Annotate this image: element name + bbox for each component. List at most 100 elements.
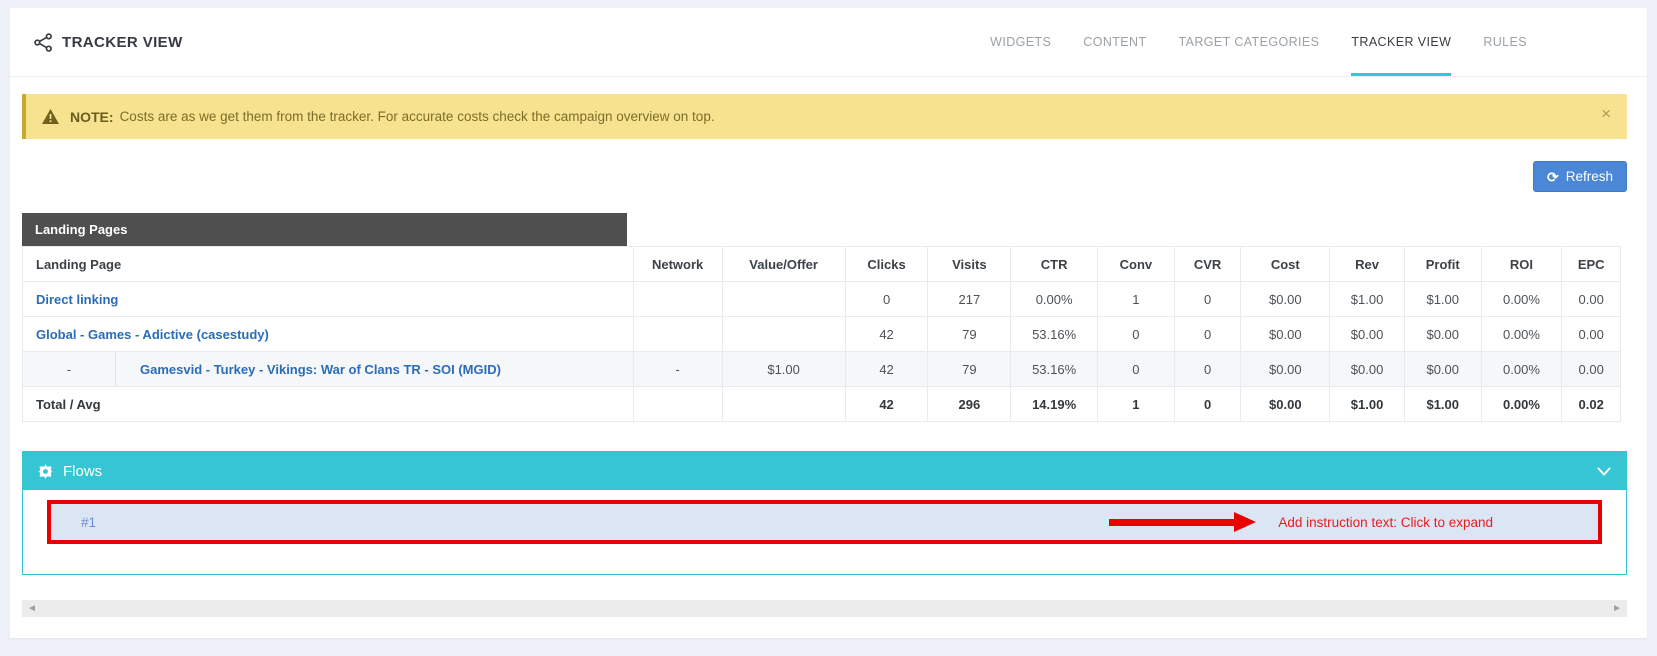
flows-panel: Flows #1 Add instruction text: Click to … xyxy=(22,451,1627,575)
warning-icon xyxy=(42,109,59,124)
annotation-text: Add instruction text: Click to expand xyxy=(1278,514,1493,530)
cell-ctr: 53.16% xyxy=(1010,351,1099,387)
col-profit: Profit xyxy=(1403,246,1482,282)
landing-pages-caption: Landing Pages xyxy=(22,213,627,246)
landing-pages-section: Landing Pages Landing Page Network Value… xyxy=(22,213,1627,422)
cell-value-offer: $1.00 xyxy=(721,351,846,387)
col-ctr: CTR xyxy=(1010,246,1099,282)
cell-network xyxy=(632,316,723,352)
table-row: Global - Games - Adictive (casestudy) 42… xyxy=(22,316,1621,352)
scroll-left-icon[interactable]: ◄ xyxy=(27,602,37,614)
cell-profit: $0.00 xyxy=(1403,351,1482,387)
cell-epc: 0.00 xyxy=(1561,351,1621,387)
cell-value-offer xyxy=(721,386,846,422)
scroll-right-icon[interactable]: ► xyxy=(1612,602,1622,614)
cell-visits: 296 xyxy=(927,386,1012,422)
cell-ctr: 14.19% xyxy=(1010,386,1099,422)
tab-tracker-view[interactable]: TRACKER VIEW xyxy=(1351,8,1452,76)
col-landing-page: Landing Page xyxy=(22,246,634,282)
note-label: NOTE: xyxy=(70,108,114,125)
col-clicks: Clicks xyxy=(844,246,929,282)
landing-page-link[interactable]: Direct linking xyxy=(36,291,119,307)
landing-page-link[interactable]: Gamesvid - Turkey - Vikings: War of Clan… xyxy=(140,361,501,377)
table-header-row: Landing Page Network Value/Offer Clicks … xyxy=(22,246,1621,282)
refresh-button[interactable]: ⟳ Refresh xyxy=(1532,161,1627,192)
total-row: Total / Avg 42 296 14.19% 1 0 $0.00 $1.0… xyxy=(22,386,1621,422)
page-title: TRACKER VIEW xyxy=(62,33,183,51)
cell-conv: 1 xyxy=(1097,386,1175,422)
annotation-arrow-icon xyxy=(1109,512,1257,532)
cell-cvr: 0 xyxy=(1173,281,1242,317)
cell-rev: $0.00 xyxy=(1329,316,1405,352)
cell-clicks: 42 xyxy=(844,351,929,387)
cell-cvr: 0 xyxy=(1173,316,1242,352)
col-cost: Cost xyxy=(1240,246,1331,282)
tab-rules[interactable]: RULES xyxy=(1483,35,1527,49)
cell-clicks: 42 xyxy=(844,386,929,422)
col-conv: Conv xyxy=(1097,246,1175,282)
cell-value-offer xyxy=(721,281,846,317)
cell-rev: $1.00 xyxy=(1329,386,1405,422)
col-visits: Visits xyxy=(927,246,1012,282)
cell-visits: 79 xyxy=(927,316,1012,352)
cell-network: - xyxy=(632,351,723,387)
tab-bar: WIDGETS CONTENT TARGET CATEGORIES TRACKE… xyxy=(990,8,1627,76)
refresh-label: Refresh xyxy=(1565,169,1613,184)
table-row: Direct linking 0 217 0.00% 1 0 $0.00 $1.… xyxy=(22,281,1621,317)
cell-conv: 0 xyxy=(1097,351,1175,387)
flow-row-1[interactable]: #1 Add instruction text: Click to expand xyxy=(47,500,1602,544)
share-icon xyxy=(34,32,53,52)
cell-rev: $1.00 xyxy=(1329,281,1405,317)
cell-profit: $0.00 xyxy=(1403,316,1482,352)
note-banner: NOTE: Costs are as we get them from the … xyxy=(22,94,1627,139)
cell-cost: $0.00 xyxy=(1240,316,1331,352)
cell-conv: 1 xyxy=(1097,281,1175,317)
cell-profit: $1.00 xyxy=(1403,281,1482,317)
horizontal-scrollbar[interactable]: ◄ ► xyxy=(22,600,1627,617)
cell-roi: 0.00% xyxy=(1480,351,1563,387)
cell-network xyxy=(632,281,723,317)
cell-visits: 79 xyxy=(927,351,1012,387)
cell-rev: $0.00 xyxy=(1329,351,1405,387)
close-icon[interactable]: × xyxy=(1601,104,1611,123)
cell-cvr: 0 xyxy=(1173,386,1242,422)
cell-cvr: 0 xyxy=(1173,351,1242,387)
gear-icon xyxy=(38,463,53,479)
flows-header[interactable]: Flows xyxy=(23,452,1626,490)
chevron-down-icon[interactable] xyxy=(1597,466,1611,476)
cell-clicks: 0 xyxy=(844,281,929,317)
cell-conv: 0 xyxy=(1097,316,1175,352)
cell-profit: $1.00 xyxy=(1403,386,1482,422)
cell-roi: 0.00% xyxy=(1480,281,1563,317)
col-epc: EPC xyxy=(1561,246,1621,282)
col-rev: Rev xyxy=(1329,246,1405,282)
cell-roi: 0.00% xyxy=(1480,316,1563,352)
cell-epc: 0.02 xyxy=(1561,386,1621,422)
col-roi: ROI xyxy=(1480,246,1563,282)
cell-roi: 0.00% xyxy=(1480,386,1563,422)
main-card: TRACKER VIEW WIDGETS CONTENT TARGET CATE… xyxy=(10,8,1647,638)
cell-epc: 0.00 xyxy=(1561,316,1621,352)
table-row-child: - Gamesvid - Turkey - Vikings: War of Cl… xyxy=(22,351,1621,387)
flows-title: Flows xyxy=(63,462,103,480)
tab-widgets[interactable]: WIDGETS xyxy=(990,35,1052,49)
total-label: Total / Avg xyxy=(22,386,634,422)
cell-epc: 0.00 xyxy=(1561,281,1621,317)
cell-clicks: 42 xyxy=(844,316,929,352)
tab-content[interactable]: CONTENT xyxy=(1083,35,1147,49)
cell-visits: 217 xyxy=(927,281,1012,317)
child-row-marker: - xyxy=(23,352,116,386)
col-network: Network xyxy=(632,246,723,282)
refresh-icon: ⟳ xyxy=(1546,168,1559,185)
col-cvr: CVR xyxy=(1173,246,1242,282)
flow-id: #1 xyxy=(81,514,97,530)
landing-pages-table: Landing Page Network Value/Offer Clicks … xyxy=(22,246,1621,422)
cell-cost: $0.00 xyxy=(1240,281,1331,317)
cell-cost: $0.00 xyxy=(1240,351,1331,387)
col-value-offer: Value/Offer xyxy=(721,246,846,282)
cell-network xyxy=(632,386,723,422)
cell-ctr: 53.16% xyxy=(1010,316,1099,352)
cell-cost: $0.00 xyxy=(1240,386,1331,422)
tab-target-categories[interactable]: TARGET CATEGORIES xyxy=(1178,35,1320,49)
landing-page-link[interactable]: Global - Games - Adictive (casestudy) xyxy=(36,326,269,342)
